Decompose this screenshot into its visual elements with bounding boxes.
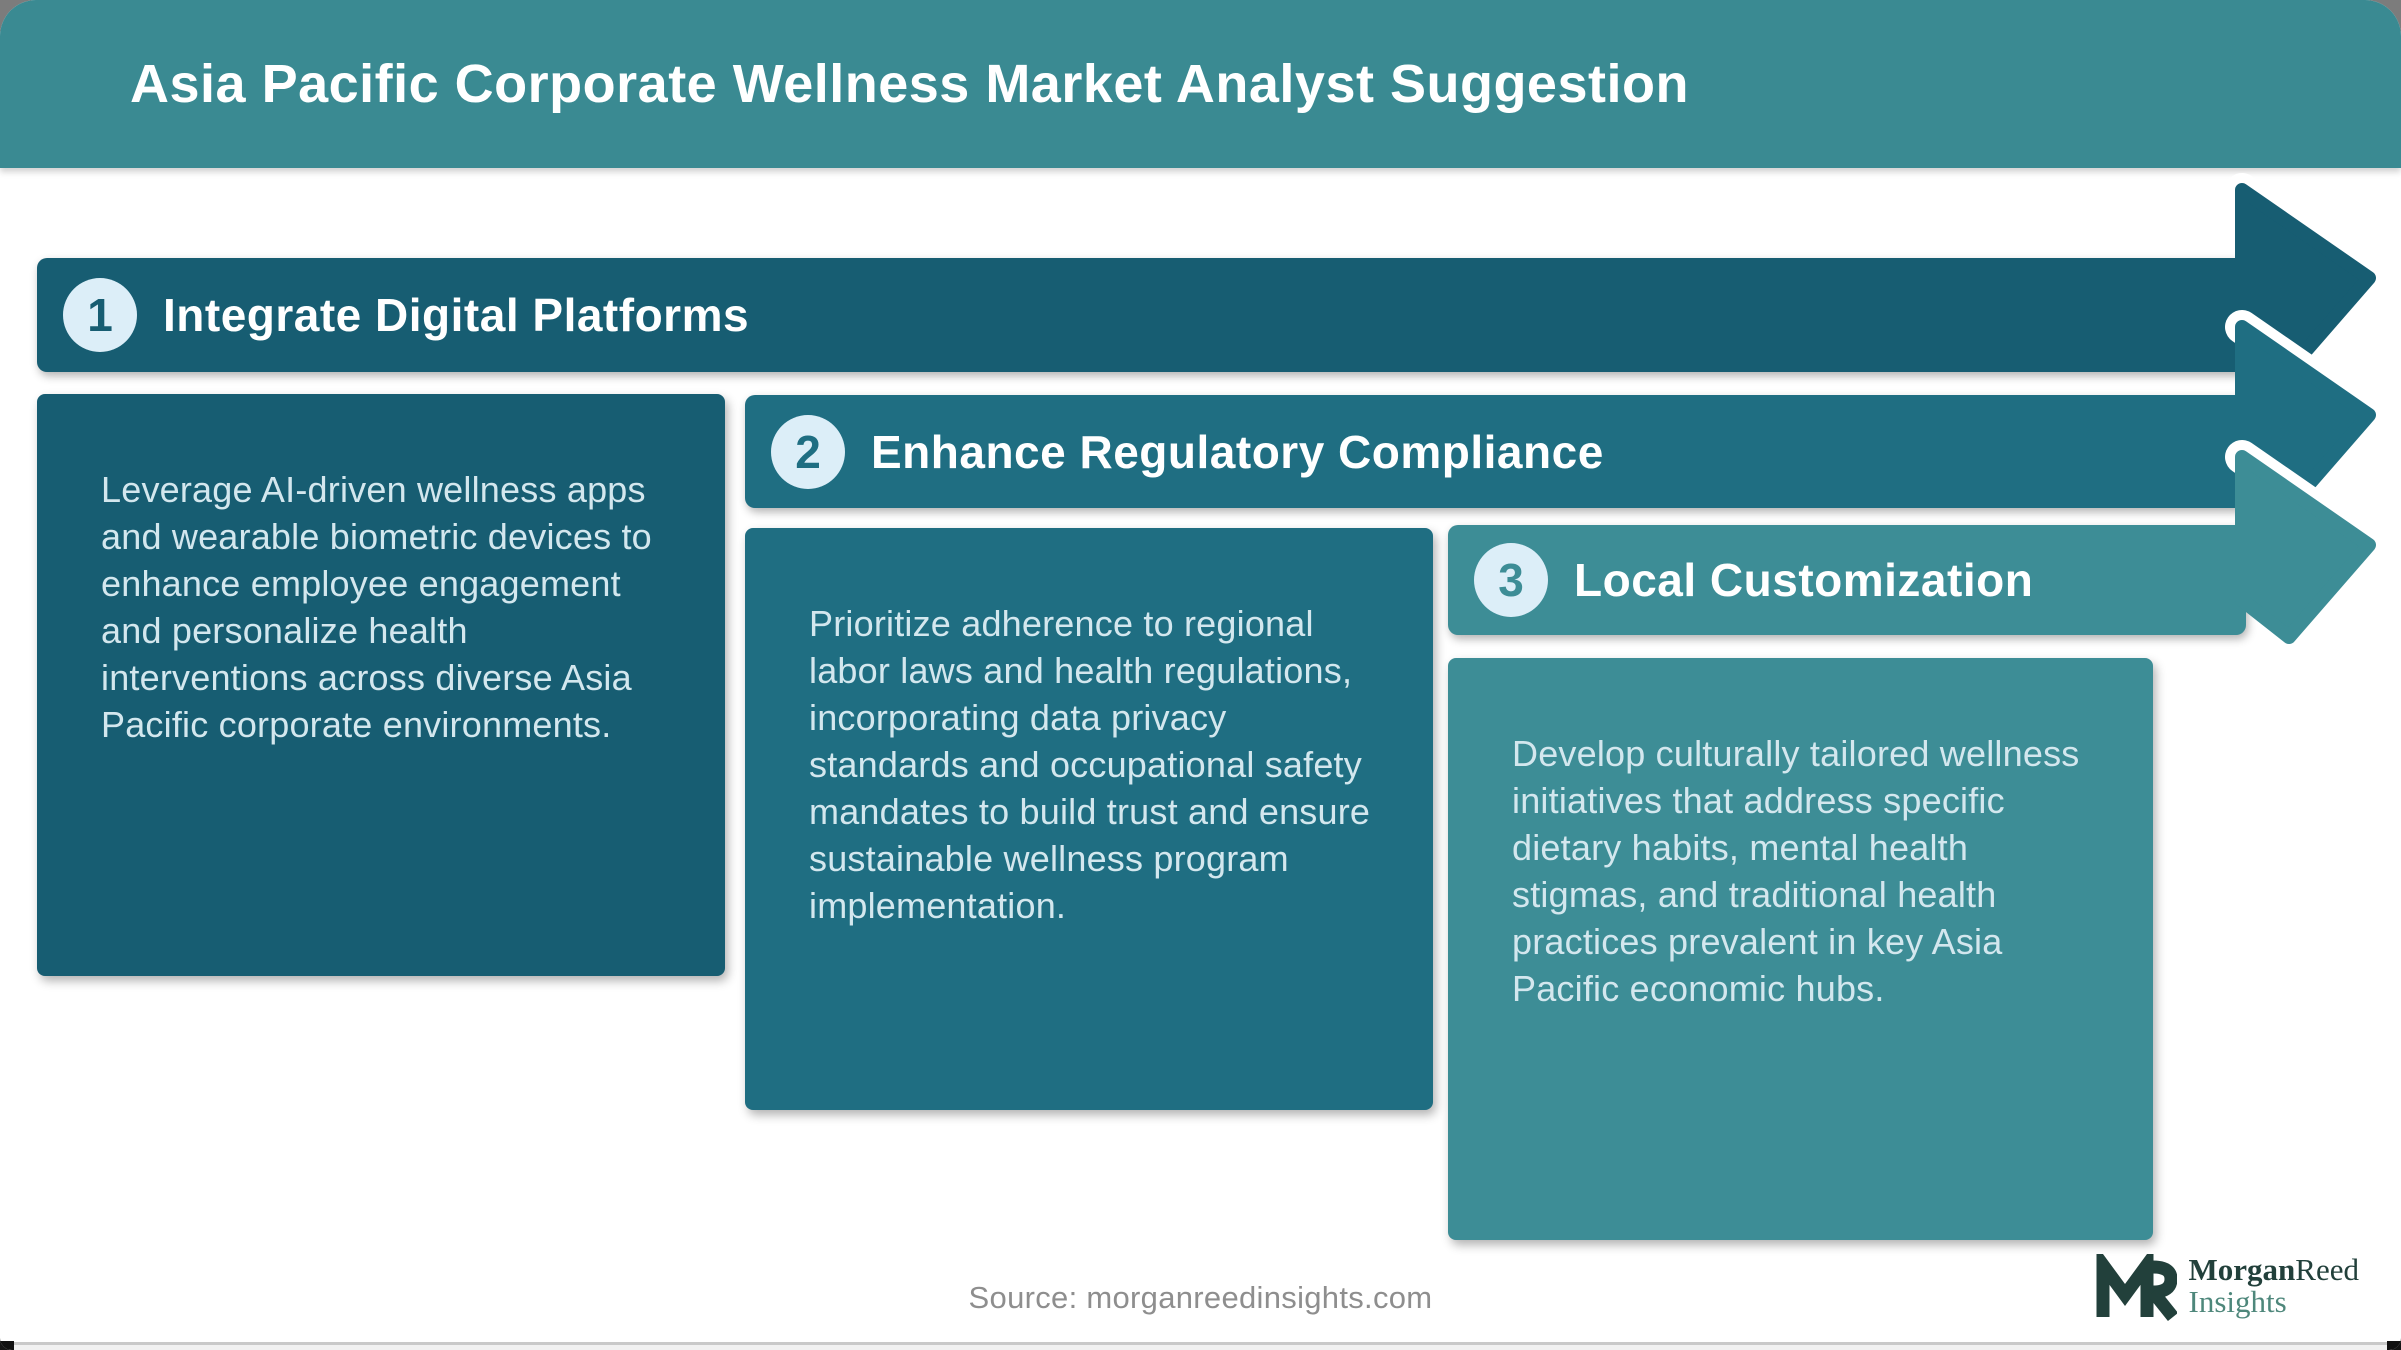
bottom-left-corner xyxy=(0,1341,14,1350)
step2-number-badge: 2 xyxy=(771,414,845,489)
step2-banner: 2 Enhance Regulatory Compliance xyxy=(745,395,2246,508)
arrowhead-2-outline xyxy=(2225,310,2386,524)
step3-description-box: Develop culturally tailored wellness ini… xyxy=(1448,658,2153,1240)
arrowhead-2-icon xyxy=(2235,320,2376,514)
step2-description-box: Prioritize adherence to regional labor l… xyxy=(745,528,1433,1110)
morganreed-monogram-icon xyxy=(2096,1254,2177,1322)
step3-title: Local Customization xyxy=(1574,554,2034,606)
step1-title: Integrate Digital Platforms xyxy=(163,289,750,341)
morganreed-logo: MorganReed Insights xyxy=(2095,1254,2359,1322)
header-band: Asia Pacific Corporate Wellness Market A… xyxy=(0,0,2401,168)
step1-description-box: Leverage AI-driven wellness apps and wea… xyxy=(37,394,725,976)
arrowhead-3-icon xyxy=(2235,450,2376,644)
morganreed-logo-text: MorganReed Insights xyxy=(2189,1254,2359,1318)
source-attribution: Source: morganreedinsights.com xyxy=(968,1280,1433,1315)
step1-number-badge: 1 xyxy=(63,278,137,352)
page-title: Asia Pacific Corporate Wellness Market A… xyxy=(130,54,1689,114)
window-bottom-fill xyxy=(8,1345,2393,1350)
step3-banner: 3 Local Customization xyxy=(1448,525,2246,635)
logo-tagline: Insights xyxy=(2188,1284,2287,1319)
arrowhead-1-icon xyxy=(2235,183,2376,377)
window-bottom-border xyxy=(8,1342,2393,1345)
step3-number-badge: 3 xyxy=(1474,543,1548,617)
logo-name: MorganReed xyxy=(2188,1252,2359,1287)
arrowhead-1-outline xyxy=(2225,173,2386,387)
step2-title: Enhance Regulatory Compliance xyxy=(871,425,1604,478)
bottom-right-corner xyxy=(2387,1341,2401,1350)
step1-banner: 1 Integrate Digital Platforms xyxy=(37,258,2246,372)
arrowhead-3-outline xyxy=(2225,440,2386,654)
